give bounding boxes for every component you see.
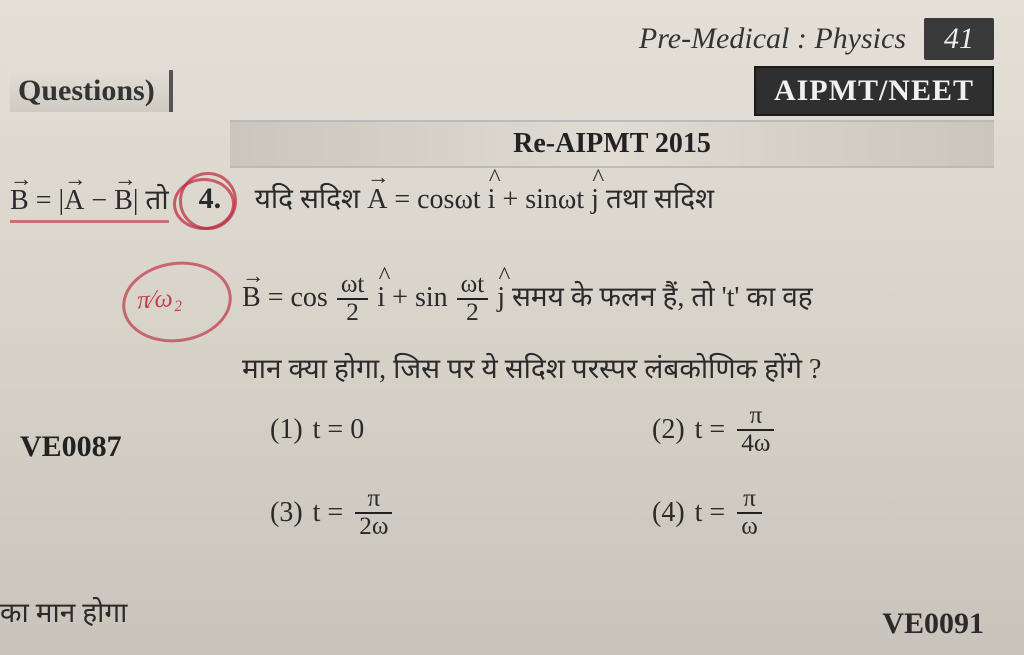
question-row: B = |A − B| तो 4. यदि सदिश A = cosωt i +… [10,178,994,248]
fraction-pi-4w: π4ω [737,403,774,458]
question-code-left: VE0087 [20,430,122,464]
question-line2: π⁄ω₂ B = cos ωt2 i + sin ωt2 j समय के फल… [242,272,994,327]
i-hat-2: i [377,282,385,314]
question-number-wrap: 4. [177,178,247,248]
question-line3: मान क्या होगा, जिस पर ये सदिश परस्पर लंब… [242,349,994,387]
option-number: (4) [652,497,685,529]
subheader-row: Questions) AIPMT/NEET [10,66,994,116]
fraction-wt2-1: ωt2 [337,272,369,327]
fraction-pi-2w: π2ω [355,486,392,541]
exam-title-bar: Re-AIPMT 2015 [230,120,994,168]
subject-label: Pre-Medical : Physics [639,22,906,56]
question-line1: यदि सदिश A = cosωt i + sinωt j तथा सदिश [255,178,994,223]
option-number: (2) [652,414,685,446]
header-row: Pre-Medical : Physics 41 [10,18,994,60]
j-hat-2: j [497,282,505,314]
page: Pre-Medical : Physics 41 Questions) AIPM… [0,0,1024,655]
exam-badge: AIPMT/NEET [754,66,994,116]
vec-b-left: B [10,185,29,217]
option-number: (3) [270,497,303,529]
question-code-right: VE0091 [882,607,984,641]
vec-a-left: A [64,185,84,217]
i-hat: i [488,178,496,223]
bottom-left-fragment: का मान होगा [0,593,127,631]
option-text: t = [313,497,344,529]
ink-annotation: π⁄ω₂ [136,282,183,315]
question-number: 4. [199,182,222,216]
option-4[interactable]: (4) t = πω [652,486,994,541]
option-text: t = [695,497,726,529]
option-text: t = [695,414,726,446]
vector-a: A [367,178,387,223]
option-text: t = 0 [313,414,365,446]
options-grid: (1) t = 0 (2) t = π4ω (3) t = π2ω (4) t … [270,403,994,541]
option-2[interactable]: (2) t = π4ω [652,403,994,458]
page-number: 41 [924,18,994,60]
option-1[interactable]: (1) t = 0 [270,403,612,458]
left-margin-fragment: B = |A − B| तो [10,178,169,223]
fraction-pi-w: πω [737,486,762,541]
option-3[interactable]: (3) t = π2ω [270,486,612,541]
vec-b2-left: B [114,185,133,217]
questions-label: Questions) [10,70,173,112]
j-hat: j [591,178,599,223]
option-number: (1) [270,414,303,446]
fraction-wt2-2: ωt2 [457,272,489,327]
vector-b: B [242,282,261,314]
